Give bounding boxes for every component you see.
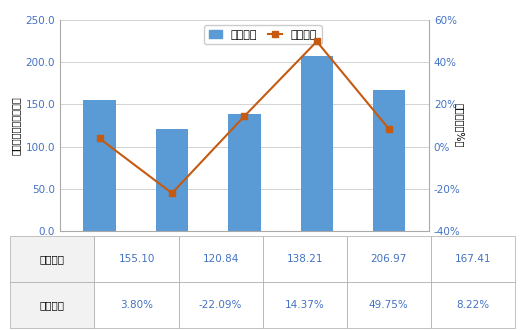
Bar — [373, 89, 406, 231]
Y-axis label: 进口金额（百万美元）: 进口金额（百万美元） — [11, 96, 21, 155]
Bar — [228, 114, 261, 231]
Bar — [155, 129, 188, 231]
Legend: 进口金额, 同比增长: 进口金额, 同比增长 — [204, 25, 321, 44]
Bar — [83, 100, 116, 231]
Bar — [301, 56, 333, 231]
Y-axis label: 同比增长（%）: 同比增长（%） — [455, 103, 465, 148]
